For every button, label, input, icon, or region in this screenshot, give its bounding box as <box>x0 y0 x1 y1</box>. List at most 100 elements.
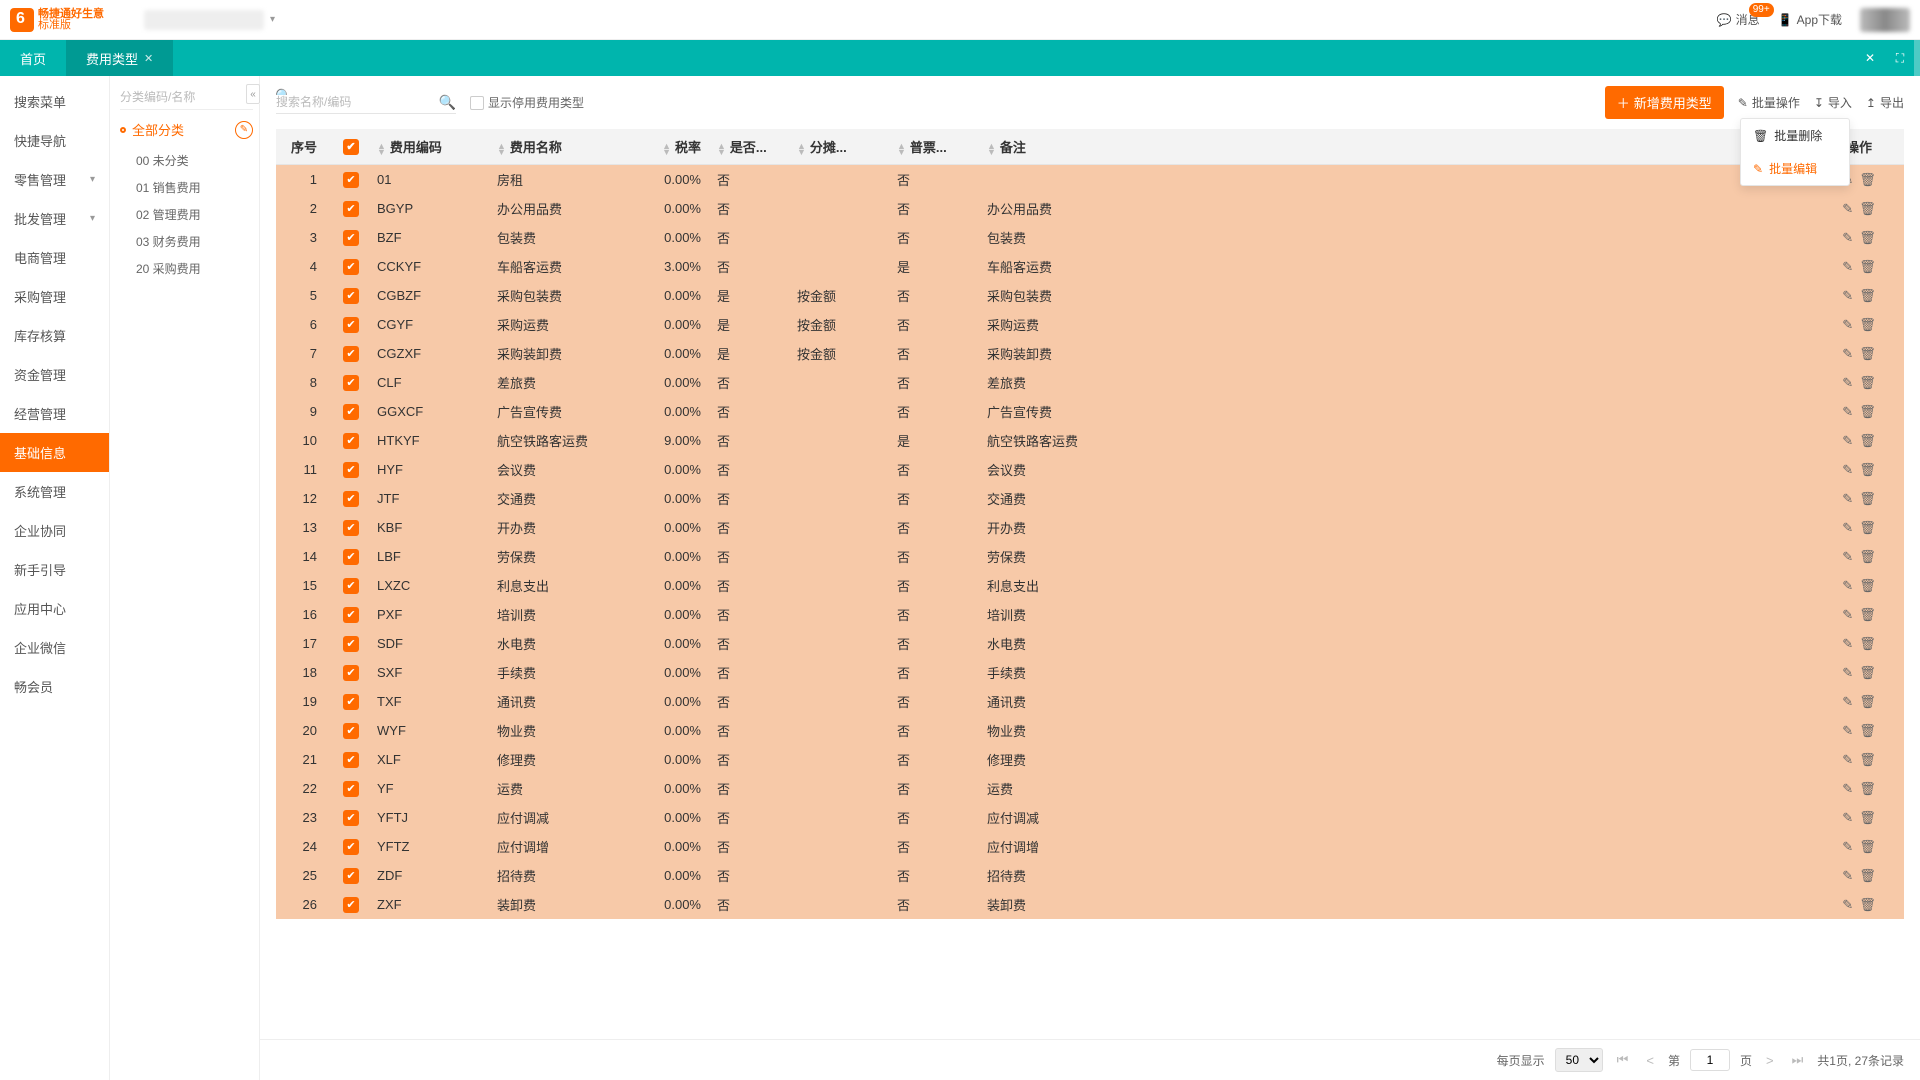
sidenav-item[interactable]: 批发管理▾ <box>0 199 109 238</box>
tab-home[interactable]: 首页 <box>0 40 66 76</box>
cell-checkbox[interactable]: ✔ <box>331 861 371 890</box>
sidenav-item[interactable]: 畅会员 <box>0 667 109 706</box>
user-avatar[interactable] <box>1860 8 1910 32</box>
edit-row-icon[interactable]: ✎ <box>1842 346 1853 361</box>
table-row[interactable]: 8✔CLF差旅费0.00%否否差旅费✎🗑 <box>276 368 1904 397</box>
sidenav-item[interactable]: 快捷导航 <box>0 121 109 160</box>
delete-row-icon[interactable]: 🗑 <box>1859 433 1876 448</box>
table-row[interactable]: 13✔KBF开办费0.00%否否开办费✎🗑 <box>276 513 1904 542</box>
main-search-input[interactable] <box>276 95 439 109</box>
table-row[interactable]: 26✔ZXF装卸费0.00%否否装卸费✎🗑 <box>276 890 1904 919</box>
cell-checkbox[interactable]: ✔ <box>331 774 371 803</box>
col-yn2[interactable]: 普票... <box>891 129 981 165</box>
tab-close-all-button[interactable]: ✕ <box>1856 44 1884 72</box>
table-row[interactable]: 25✔ZDF招待费0.00%否否招待费✎🗑 <box>276 861 1904 890</box>
col-code[interactable]: 费用编码 <box>371 129 491 165</box>
delete-row-icon[interactable]: 🗑 <box>1859 230 1876 245</box>
category-item[interactable]: 01 销售费用 <box>136 174 253 201</box>
table-row[interactable]: 5✔CGBZF采购包装费0.00%是按金额否采购包装费✎🗑 <box>276 281 1904 310</box>
delete-row-icon[interactable]: 🗑 <box>1859 491 1876 506</box>
delete-row-icon[interactable]: 🗑 <box>1859 578 1876 593</box>
col-yn1[interactable]: 是否... <box>711 129 791 165</box>
table-row[interactable]: 1✔01房租0.00%否否✎🗑 <box>276 165 1904 195</box>
table-row[interactable]: 16✔PXF培训费0.00%否否培训费✎🗑 <box>276 600 1904 629</box>
edit-row-icon[interactable]: ✎ <box>1842 839 1853 854</box>
col-select-all[interactable]: ✔ <box>331 129 371 165</box>
edit-row-icon[interactable]: ✎ <box>1842 665 1853 680</box>
delete-row-icon[interactable]: 🗑 <box>1859 520 1876 535</box>
search-icon[interactable]: 🔍 <box>439 94 456 111</box>
edit-row-icon[interactable]: ✎ <box>1842 259 1853 274</box>
page-size-select[interactable]: 50 <box>1555 1048 1603 1072</box>
category-item[interactable]: 03 财务费用 <box>136 228 253 255</box>
sidenav-item[interactable]: 经营管理 <box>0 394 109 433</box>
sidenav-item[interactable]: 采购管理 <box>0 277 109 316</box>
cell-checkbox[interactable]: ✔ <box>331 455 371 484</box>
edit-row-icon[interactable]: ✎ <box>1842 317 1853 332</box>
workspace-selector[interactable]: ▾ <box>144 10 275 30</box>
edit-row-icon[interactable]: ✎ <box>1842 462 1853 477</box>
cell-checkbox[interactable]: ✔ <box>331 629 371 658</box>
collapse-category-button[interactable]: « <box>246 84 260 104</box>
sidenav-item[interactable]: 系统管理 <box>0 472 109 511</box>
col-name[interactable]: 费用名称 <box>491 129 641 165</box>
delete-row-icon[interactable]: 🗑 <box>1859 172 1876 187</box>
delete-row-icon[interactable]: 🗑 <box>1859 288 1876 303</box>
edit-row-icon[interactable]: ✎ <box>1842 288 1853 303</box>
page-number-input[interactable] <box>1690 1049 1730 1071</box>
edit-row-icon[interactable]: ✎ <box>1842 520 1853 535</box>
first-page-button[interactable]: ⏮ <box>1613 1052 1633 1068</box>
delete-row-icon[interactable]: 🗑 <box>1859 839 1876 854</box>
delete-row-icon[interactable]: 🗑 <box>1859 259 1876 274</box>
cell-checkbox[interactable]: ✔ <box>331 223 371 252</box>
edit-row-icon[interactable]: ✎ <box>1842 433 1853 448</box>
edit-row-icon[interactable]: ✎ <box>1842 868 1853 883</box>
delete-row-icon[interactable]: 🗑 <box>1859 868 1876 883</box>
import-button[interactable]: ↧ 导入 <box>1814 94 1852 111</box>
table-row[interactable]: 22✔YF运费0.00%否否运费✎🗑 <box>276 774 1904 803</box>
delete-row-icon[interactable]: 🗑 <box>1859 694 1876 709</box>
delete-row-icon[interactable]: 🗑 <box>1859 404 1876 419</box>
edit-row-icon[interactable]: ✎ <box>1842 230 1853 245</box>
category-item[interactable]: 00 未分类 <box>136 147 253 174</box>
sidenav-item[interactable]: 企业微信 <box>0 628 109 667</box>
close-icon[interactable]: ✕ <box>144 52 153 65</box>
tab-fee-type[interactable]: 费用类型 ✕ <box>66 40 173 76</box>
table-row[interactable]: 24✔YFTZ应付调增0.00%否否应付调增✎🗑 <box>276 832 1904 861</box>
table-row[interactable]: 19✔TXF通讯费0.00%否否通讯费✎🗑 <box>276 687 1904 716</box>
delete-row-icon[interactable]: 🗑 <box>1859 665 1876 680</box>
delete-row-icon[interactable]: 🗑 <box>1859 810 1876 825</box>
edit-row-icon[interactable]: ✎ <box>1842 549 1853 564</box>
cell-checkbox[interactable]: ✔ <box>331 310 371 339</box>
cell-checkbox[interactable]: ✔ <box>331 658 371 687</box>
cell-checkbox[interactable]: ✔ <box>331 397 371 426</box>
edit-row-icon[interactable]: ✎ <box>1842 404 1853 419</box>
edit-row-icon[interactable]: ✎ <box>1842 781 1853 796</box>
edit-row-icon[interactable]: ✎ <box>1842 491 1853 506</box>
table-row[interactable]: 3✔BZF包装费0.00%否否包装费✎🗑 <box>276 223 1904 252</box>
table-row[interactable]: 2✔BGYP办公用品费0.00%否否办公用品费✎🗑 <box>276 194 1904 223</box>
delete-row-icon[interactable]: 🗑 <box>1859 897 1876 912</box>
cell-checkbox[interactable]: ✔ <box>331 339 371 368</box>
edit-row-icon[interactable]: ✎ <box>1842 201 1853 216</box>
sidenav-item[interactable]: 库存核算 <box>0 316 109 355</box>
sidenav-item[interactable]: 电商管理 <box>0 238 109 277</box>
delete-row-icon[interactable]: 🗑 <box>1859 723 1876 738</box>
table-row[interactable]: 21✔XLF修理费0.00%否否修理费✎🗑 <box>276 745 1904 774</box>
cell-checkbox[interactable]: ✔ <box>331 426 371 455</box>
cell-checkbox[interactable]: ✔ <box>331 716 371 745</box>
edit-row-icon[interactable]: ✎ <box>1842 578 1853 593</box>
delete-row-icon[interactable]: 🗑 <box>1859 781 1876 796</box>
cell-checkbox[interactable]: ✔ <box>331 803 371 832</box>
show-disabled-checkbox[interactable]: 显示停用费用类型 <box>470 94 584 111</box>
cell-checkbox[interactable]: ✔ <box>331 513 371 542</box>
cell-checkbox[interactable]: ✔ <box>331 687 371 716</box>
table-row[interactable]: 14✔LBF劳保费0.00%否否劳保费✎🗑 <box>276 542 1904 571</box>
next-page-button[interactable]: > <box>1762 1053 1778 1068</box>
delete-row-icon[interactable]: 🗑 <box>1859 375 1876 390</box>
table-row[interactable]: 15✔LXZC利息支出0.00%否否利息支出✎🗑 <box>276 571 1904 600</box>
table-row[interactable]: 7✔CGZXF采购装卸费0.00%是按金额否采购装卸费✎🗑 <box>276 339 1904 368</box>
cell-checkbox[interactable]: ✔ <box>331 252 371 281</box>
table-row[interactable]: 23✔YFTJ应付调减0.00%否否应付调减✎🗑 <box>276 803 1904 832</box>
table-row[interactable]: 18✔SXF手续费0.00%否否手续费✎🗑 <box>276 658 1904 687</box>
